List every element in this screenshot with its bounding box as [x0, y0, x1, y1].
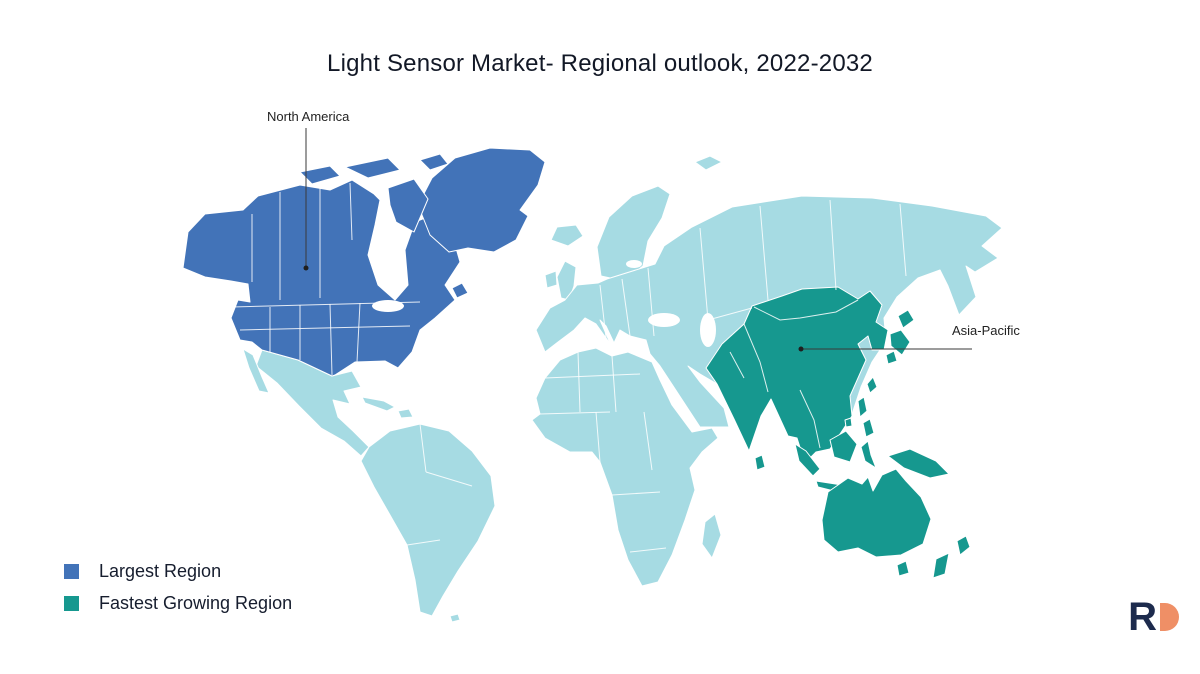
black-sea — [648, 313, 680, 327]
landmass-new-zealand-south — [932, 552, 950, 579]
great-lakes — [372, 300, 404, 312]
landmass-cuba — [361, 396, 396, 412]
landmass-baja — [242, 348, 270, 394]
landmass-hispaniola — [397, 408, 414, 419]
country-border-line — [279, 182, 353, 300]
country-border-line — [239, 325, 411, 331]
landmass-svalbard — [694, 155, 723, 171]
country-border-line — [539, 373, 641, 415]
country-border-line — [707, 307, 753, 321]
landmass-victoria-island — [299, 165, 341, 185]
legend-label-largest-region: Largest Region — [99, 561, 222, 581]
legend-swatch-largest — [64, 564, 79, 579]
landmass-falklands — [449, 613, 461, 623]
landmass-australia — [821, 468, 932, 558]
country-border-line — [599, 267, 655, 339]
legend: Largest Region Fastest Growing Region — [64, 561, 292, 614]
country-border-line — [699, 199, 907, 321]
landmass-mexico-central-america — [255, 349, 370, 457]
landmass-madagascar — [701, 513, 722, 559]
landmass-iceland — [550, 224, 584, 247]
caspian-sea — [700, 313, 716, 347]
region-north-america — [182, 147, 546, 377]
landmass-sumatra — [794, 443, 821, 477]
landmass-new-zealand-north — [956, 535, 971, 556]
landmass-sulawesi — [860, 440, 877, 469]
landmass-japan-kyushu — [885, 350, 898, 365]
country-border-line — [729, 323, 769, 393]
landmass-sri-lanka — [754, 454, 766, 471]
legend-label-fastest-growing-region: Fastest Growing Region — [99, 593, 293, 613]
legend-item-largest-region: Largest Region — [64, 561, 292, 582]
baltic-sea — [626, 260, 642, 268]
country-border-line — [577, 351, 653, 471]
country-border-line — [611, 491, 667, 553]
landmass-ireland — [544, 270, 558, 289]
logo-letter: R — [1128, 595, 1157, 639]
brand-logo: R — [1128, 595, 1180, 639]
landmass-hainan — [844, 417, 853, 428]
country-border-line — [753, 299, 859, 321]
page-title: Light Sensor Market- Regional outlook, 2… — [327, 50, 873, 77]
annotation-leader-asia-pacific — [798, 346, 972, 352]
landmass-borneo — [829, 430, 858, 463]
leader-dot-asia-pacific — [798, 346, 804, 352]
landmass-arctic-island-1 — [344, 157, 401, 179]
landmass-baffin-island — [387, 178, 429, 233]
landmass-greenland — [417, 147, 546, 253]
region-asia-pacific — [705, 286, 971, 579]
landmass-philippines-north — [857, 396, 868, 418]
legend-item-fastest-growing-region: Fastest Growing Region — [64, 593, 292, 614]
country-border-line — [406, 423, 473, 546]
country-borders — [231, 182, 907, 553]
landmass-africa — [531, 347, 719, 587]
landmass-newfoundland — [451, 282, 469, 299]
logo-d-shape — [1160, 603, 1179, 631]
landmass-japan-hokkaido — [897, 309, 915, 329]
largest-region-swatch — [64, 564, 79, 579]
country-border-line — [231, 301, 421, 308]
leader-dot-north-america — [303, 265, 309, 271]
legend-swatch-fastest — [64, 596, 79, 611]
country-border-line — [799, 389, 821, 449]
landmass-arctic-island-2 — [419, 153, 449, 171]
landmass-new-guinea — [887, 448, 950, 479]
annotation-leader-north-america — [303, 128, 309, 271]
landmass-asia-pacific-mainland — [705, 286, 889, 464]
fastest-growing-region-swatch — [64, 596, 79, 611]
landmass-south-america — [360, 423, 496, 617]
landmass-philippines-south — [862, 418, 875, 438]
annotation-label-asia-pacific: Asia-Pacific — [952, 323, 1020, 338]
annotation-label-north-america: North America — [267, 109, 350, 124]
landmass-tasmania — [896, 560, 910, 577]
logo-d-icon — [1160, 603, 1179, 631]
landmass-taiwan — [866, 376, 878, 394]
